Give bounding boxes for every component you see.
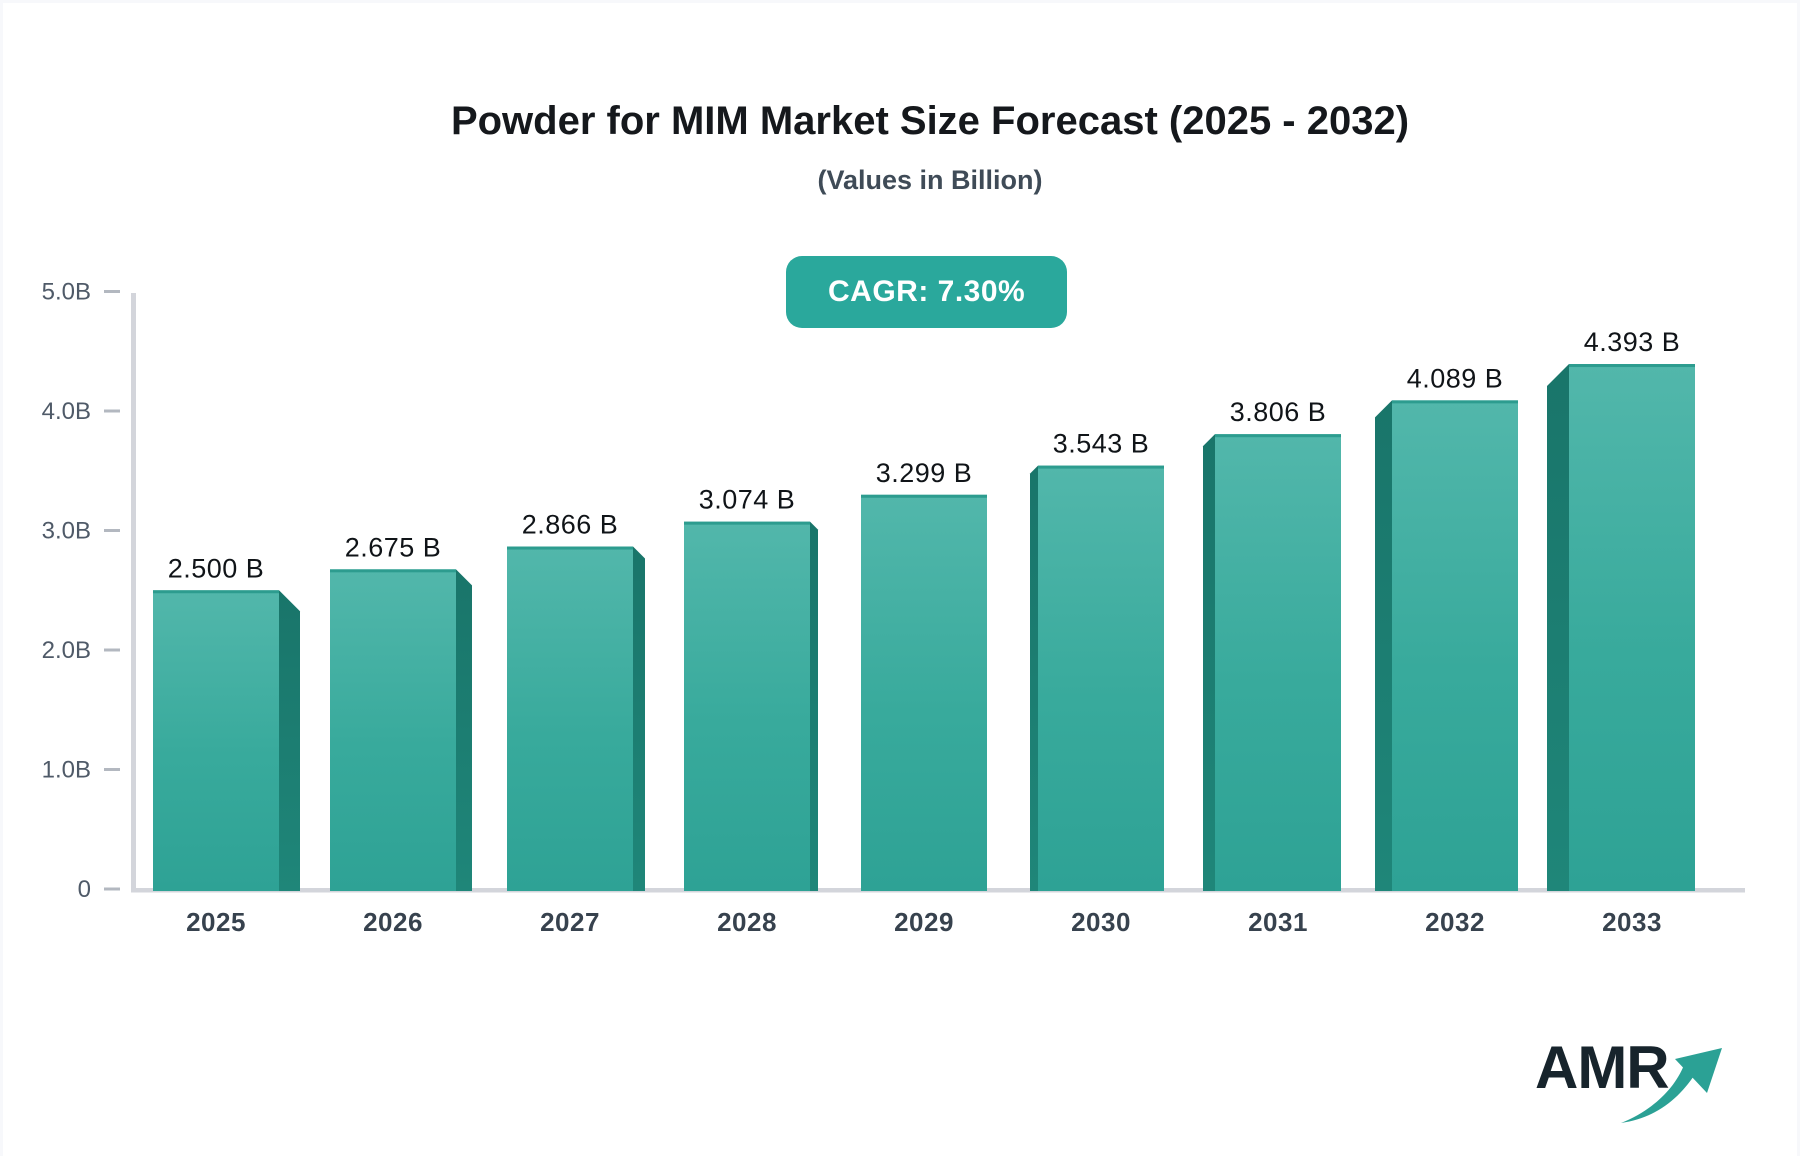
y-axis-tick xyxy=(104,648,120,652)
bar-group-2029: 3.299 B 2029 xyxy=(861,458,987,937)
y-axis-tick xyxy=(104,529,120,532)
chart-subtitle: (Values in Billion) xyxy=(817,165,1043,195)
bar-value-label: 3.074 B xyxy=(699,485,796,515)
x-axis-category-label: 2027 xyxy=(540,907,600,937)
y-axis-tick-label: 0 xyxy=(78,876,91,903)
bar-front-face xyxy=(1038,465,1164,891)
y-axis-tick-label: 5.0B xyxy=(42,278,91,305)
y-axis-tick xyxy=(104,290,120,293)
bar-top-edge xyxy=(1392,400,1518,404)
y-axis-tick-label: 3.0B xyxy=(42,517,91,544)
bar-front-face xyxy=(153,590,279,891)
bar-side-face xyxy=(1203,434,1215,891)
amr-logo: AMR xyxy=(1535,1033,1775,1143)
bar-front-face xyxy=(330,569,456,891)
x-axis-category-label: 2033 xyxy=(1602,907,1662,937)
bar-side-face xyxy=(810,521,818,891)
y-axis-tick xyxy=(104,409,120,413)
bar-group-2032: 4.089 B 2032 xyxy=(1375,363,1518,937)
bar-value-label: 2.500 B xyxy=(168,553,265,583)
bar-top-edge xyxy=(1215,434,1341,438)
bar-group-2030: 3.543 B 2030 xyxy=(1030,429,1164,937)
bar-top-edge xyxy=(684,521,810,525)
chart-title: Powder for MIM Market Size Forecast (202… xyxy=(450,99,1410,143)
bar-side-face xyxy=(279,590,300,891)
bar-top-edge xyxy=(330,569,456,573)
bar-front-face xyxy=(1215,434,1341,891)
bar-top-edge xyxy=(1038,465,1164,469)
chart-card: Powder for MIM Market Size Forecast (202… xyxy=(3,3,1797,1156)
x-axis-category-label: 2026 xyxy=(363,907,423,937)
bar-front-face xyxy=(861,494,987,891)
bar-value-label: 3.543 B xyxy=(1053,429,1150,459)
bar-top-edge xyxy=(153,590,279,594)
x-axis-category-label: 2031 xyxy=(1248,907,1308,937)
y-axis-line xyxy=(131,293,136,892)
bar-value-label: 3.299 B xyxy=(876,458,973,488)
bar-value-label: 2.675 B xyxy=(345,532,442,562)
bar-side-face xyxy=(1375,400,1392,891)
bar-front-face xyxy=(1392,400,1518,891)
bar-side-face xyxy=(633,546,645,891)
bar-group-2026: 2.675 B 2026 xyxy=(330,532,472,937)
x-axis-category-label: 2025 xyxy=(186,907,246,937)
y-axis-tick xyxy=(104,887,120,891)
bar-side-face xyxy=(456,569,472,891)
bar-value-label: 3.806 B xyxy=(1230,397,1327,427)
bar-value-label: 4.089 B xyxy=(1407,363,1504,393)
bar-group-2025: 2.500 B 2025 xyxy=(153,553,300,937)
bar-value-label: 4.393 B xyxy=(1584,327,1681,357)
bar-side-face xyxy=(1547,364,1569,891)
x-axis-category-label: 2028 xyxy=(717,907,777,937)
y-axis-tick-label: 1.0B xyxy=(42,756,91,783)
bar-group-2031: 3.806 B 2031 xyxy=(1203,397,1341,937)
bar-group-2033: 4.393 B 2033 xyxy=(1547,327,1695,937)
bar-side-face xyxy=(1030,465,1038,891)
bar-value-label: 2.866 B xyxy=(522,510,619,540)
amr-logo-text: AMR xyxy=(1535,1034,1670,1101)
cagr-badge: CAGR: 7.30% xyxy=(786,256,1068,328)
x-axis-category-label: 2032 xyxy=(1425,907,1485,937)
growth-arrow-icon xyxy=(1621,1048,1722,1123)
y-axis-tick-label: 4.0B xyxy=(42,398,91,425)
bar-front-face xyxy=(684,521,810,891)
bar-top-edge xyxy=(1569,364,1695,368)
y-axis-tick-label: 2.0B xyxy=(42,637,91,664)
bar-top-edge xyxy=(861,494,987,498)
bar-group-2028: 3.074 B 2028 xyxy=(684,485,818,937)
bar-top-edge xyxy=(507,546,633,550)
y-axis-tick xyxy=(104,768,120,771)
x-axis-category-label: 2030 xyxy=(1071,907,1131,937)
bar-front-face xyxy=(507,546,633,891)
x-axis-category-label: 2029 xyxy=(894,907,954,937)
bar-group-2027: 2.866 B 2027 xyxy=(507,510,645,937)
bar-front-face xyxy=(1569,364,1695,891)
